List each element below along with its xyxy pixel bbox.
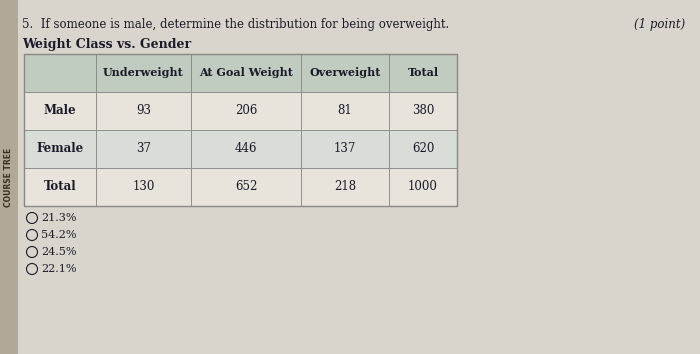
Text: 380: 380 <box>412 104 434 118</box>
Text: 93: 93 <box>136 104 151 118</box>
Bar <box>191 92 301 130</box>
Text: 54.2%: 54.2% <box>41 230 77 240</box>
Text: COURSE TREE: COURSE TREE <box>4 147 13 207</box>
Text: 620: 620 <box>412 143 434 155</box>
Bar <box>389 130 457 168</box>
Text: 5.  If someone is male, determine the distribution for being overweight.: 5. If someone is male, determine the dis… <box>22 18 449 31</box>
Bar <box>301 168 389 206</box>
Bar <box>389 168 457 206</box>
Bar <box>191 54 301 92</box>
Text: 1000: 1000 <box>408 181 438 194</box>
Text: 21.3%: 21.3% <box>41 213 77 223</box>
Text: Male: Male <box>43 104 76 118</box>
Text: 446: 446 <box>234 143 258 155</box>
Bar <box>96 168 191 206</box>
Text: Total: Total <box>407 68 439 79</box>
Bar <box>96 92 191 130</box>
Bar <box>389 92 457 130</box>
Text: 130: 130 <box>132 181 155 194</box>
Text: Female: Female <box>36 143 83 155</box>
Text: (1 point): (1 point) <box>634 18 685 31</box>
Text: 652: 652 <box>234 181 257 194</box>
Bar <box>0 0 18 354</box>
Bar <box>389 54 457 92</box>
Bar <box>301 130 389 168</box>
Bar <box>24 168 96 206</box>
Text: Total: Total <box>43 181 76 194</box>
Bar <box>191 130 301 168</box>
Text: Underweight: Underweight <box>103 68 184 79</box>
Bar <box>24 92 96 130</box>
Text: Weight Class vs. Gender: Weight Class vs. Gender <box>22 38 191 51</box>
Text: 218: 218 <box>334 181 356 194</box>
Bar <box>24 130 96 168</box>
Bar <box>24 54 96 92</box>
Text: 81: 81 <box>337 104 352 118</box>
Text: 37: 37 <box>136 143 151 155</box>
Bar <box>191 168 301 206</box>
Bar <box>96 130 191 168</box>
Text: 206: 206 <box>234 104 257 118</box>
Text: Overweight: Overweight <box>309 68 381 79</box>
Text: 24.5%: 24.5% <box>41 247 77 257</box>
Bar <box>96 54 191 92</box>
Bar <box>301 92 389 130</box>
Text: At Goal Weight: At Goal Weight <box>199 68 293 79</box>
Bar <box>24 54 457 206</box>
Bar <box>301 54 389 92</box>
Text: 22.1%: 22.1% <box>41 264 77 274</box>
Text: 137: 137 <box>334 143 356 155</box>
